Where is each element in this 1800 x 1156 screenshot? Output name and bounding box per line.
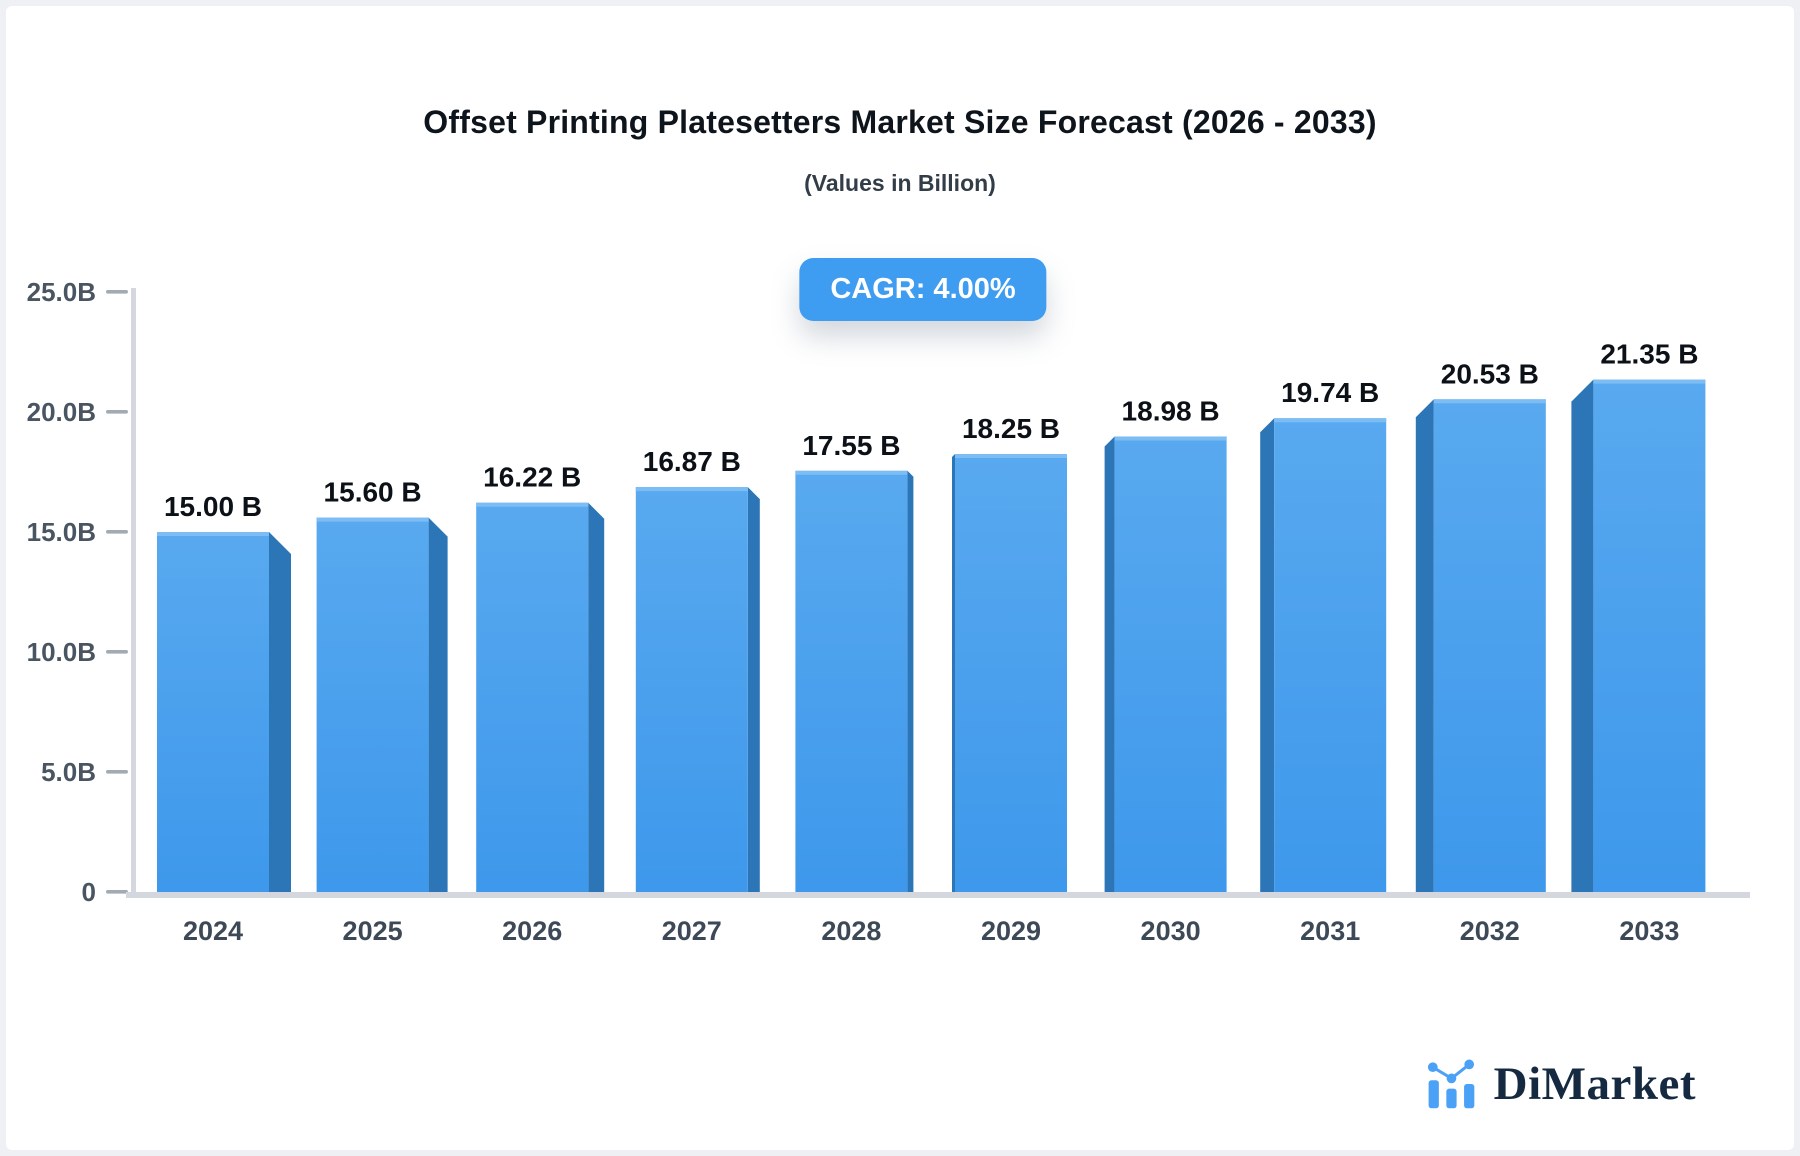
bar-top-edge-2026 xyxy=(476,502,589,507)
x-axis-label-2030: 2030 xyxy=(1141,916,1201,946)
x-axis-line xyxy=(126,892,1750,898)
bar-2028 xyxy=(795,470,908,892)
cagr-badge: CAGR: 4.00% xyxy=(799,258,1047,321)
bar-side-2024 xyxy=(269,532,291,892)
bar-2027 xyxy=(635,487,748,892)
bar-top-edge-2033 xyxy=(1593,379,1706,384)
chart-card: 25.0B 20.0B 15.0B 10.0B 5.0B 0 15.00 B 2024 15.6… xyxy=(6,6,1794,1150)
y-axis-label: 25.0B xyxy=(27,277,96,307)
bar-2032 xyxy=(1433,399,1546,892)
y-axis-tick xyxy=(106,290,128,294)
y-axis-tick xyxy=(106,410,128,414)
bar-top-edge-2028 xyxy=(795,470,908,475)
bar-top-edge-2025 xyxy=(316,517,429,522)
x-axis-label-2024: 2024 xyxy=(183,916,243,946)
bar-side-2030 xyxy=(1104,436,1115,892)
bar-2030 xyxy=(1114,436,1227,892)
y-axis-tick xyxy=(106,890,128,894)
bar-2026 xyxy=(476,502,589,892)
bar-side-2027 xyxy=(747,487,760,892)
bar-value-label-2031: 19.74 B xyxy=(1281,377,1379,408)
bar-side-2026 xyxy=(588,502,605,892)
bar-line-chart-icon xyxy=(1427,1059,1474,1109)
chart-subtitle: (Values in Billion) xyxy=(804,170,996,196)
bar-chart: 25.0B 20.0B 15.0B 10.0B 5.0B 0 15.00 B 2024 15.6… xyxy=(27,277,1750,946)
bar-side-2031 xyxy=(1260,418,1275,892)
y-axis-label: 10.0B xyxy=(27,637,96,667)
bar-side-2033 xyxy=(1571,379,1594,893)
x-axis-label-2026: 2026 xyxy=(502,916,562,946)
bar-2025 xyxy=(316,517,429,892)
brand-logo: DiMarket xyxy=(1423,1056,1696,1112)
bar-top-edge-2029 xyxy=(955,454,1067,458)
bar-side-2025 xyxy=(428,517,448,892)
bar-top-edge-2024 xyxy=(157,532,269,536)
bar-value-label-2032: 20.53 B xyxy=(1441,358,1539,389)
y-axis-line xyxy=(131,288,136,892)
x-axis-label-2029: 2029 xyxy=(981,916,1041,946)
bar-top-edge-2031 xyxy=(1274,418,1387,423)
bar-top-edge-2032 xyxy=(1433,399,1546,404)
y-axis-tick xyxy=(106,650,128,654)
brand-name: DiMarket xyxy=(1493,1058,1696,1110)
bar-value-label-2028: 17.55 B xyxy=(802,430,900,461)
y-axis-label: 20.0B xyxy=(27,397,96,427)
bar-value-label-2033: 21.35 B xyxy=(1600,339,1698,370)
y-axis-tick xyxy=(106,770,128,774)
bar-side-2032 xyxy=(1415,399,1434,892)
x-axis-label-2028: 2028 xyxy=(821,916,881,946)
bar-value-label-2025: 15.60 B xyxy=(324,477,422,508)
y-axis-tick xyxy=(106,530,128,534)
bar-2024 xyxy=(157,532,269,892)
bar-side-2029 xyxy=(952,454,955,892)
bar-value-label-2024: 15.00 B xyxy=(164,491,262,522)
chart-title: Offset Printing Platesetters Market Size… xyxy=(423,104,1377,140)
y-axis-label: 5.0B xyxy=(41,757,96,787)
bar-value-label-2030: 18.98 B xyxy=(1122,395,1220,426)
bar-value-label-2026: 16.22 B xyxy=(483,462,581,493)
y-axis-label: 0 xyxy=(82,877,96,907)
bar-value-label-2029: 18.25 B xyxy=(962,413,1060,444)
bar-side-2028 xyxy=(907,470,914,892)
bar-2033 xyxy=(1593,379,1706,893)
x-axis-label-2032: 2032 xyxy=(1460,916,1520,946)
bar-value-label-2027: 16.87 B xyxy=(643,446,741,477)
bar-2029 xyxy=(955,454,1067,892)
y-axis-label: 15.0B xyxy=(27,517,96,547)
x-axis-label-2033: 2033 xyxy=(1619,916,1679,946)
bar-top-edge-2027 xyxy=(635,487,748,492)
bar-2031 xyxy=(1274,418,1387,892)
x-axis-label-2031: 2031 xyxy=(1300,916,1360,946)
x-axis-label-2025: 2025 xyxy=(343,916,403,946)
bar-top-edge-2030 xyxy=(1114,436,1227,441)
x-axis-label-2027: 2027 xyxy=(662,916,722,946)
